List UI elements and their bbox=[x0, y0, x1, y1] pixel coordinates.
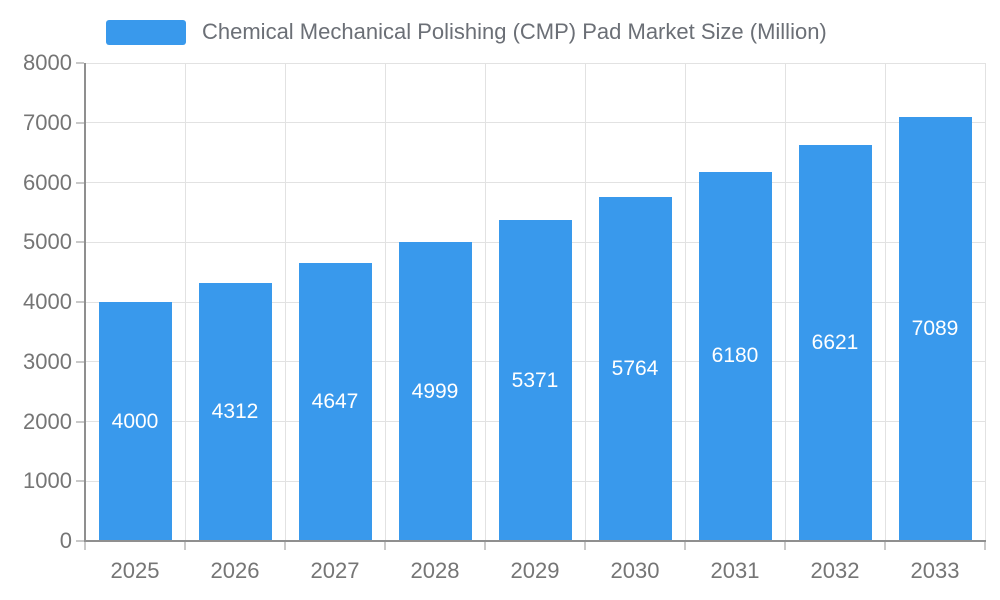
bar-value-label: 5764 bbox=[611, 356, 659, 380]
x-axis-tick bbox=[984, 542, 986, 550]
x-tick-label: 2028 bbox=[410, 558, 460, 583]
y-axis-tick bbox=[76, 181, 84, 184]
legend-swatch-icon bbox=[106, 19, 186, 45]
bar[interactable]: 6621 bbox=[798, 145, 872, 541]
x-axis-tick bbox=[784, 542, 786, 550]
bar-value-label: 4999 bbox=[411, 379, 459, 403]
y-tick-label: 4000 bbox=[23, 289, 72, 314]
x-axis-tick bbox=[884, 542, 886, 550]
x-axis-tick bbox=[384, 542, 386, 550]
bar-value-label: 5371 bbox=[511, 368, 559, 392]
y-axis-tick bbox=[76, 360, 84, 363]
y-tick-label: 7000 bbox=[23, 109, 72, 135]
grid-line-vertical bbox=[684, 63, 686, 541]
x-axis-line bbox=[84, 540, 986, 542]
grid-line-horizontal bbox=[85, 122, 985, 124]
bar-value-label: 4000 bbox=[111, 409, 159, 433]
grid-line-vertical bbox=[384, 63, 386, 541]
grid-line-vertical bbox=[484, 63, 486, 541]
y-axis-tick bbox=[76, 121, 84, 124]
x-tick-label: 2029 bbox=[510, 558, 560, 583]
x-axis-tick bbox=[284, 542, 286, 550]
x-tick-label: 2033 bbox=[910, 558, 960, 583]
grid-line-vertical bbox=[584, 63, 586, 541]
y-tick-label: 0 bbox=[59, 528, 72, 553]
bar[interactable]: 7089 bbox=[898, 117, 972, 541]
y-axis-tick bbox=[76, 62, 84, 64]
bar[interactable]: 5764 bbox=[598, 196, 672, 541]
y-tick-label: 3000 bbox=[23, 348, 72, 374]
bar-value-label: 4647 bbox=[311, 390, 359, 414]
x-axis-tick bbox=[484, 542, 486, 550]
y-tick-label: 5000 bbox=[23, 229, 72, 255]
bar[interactable]: 6180 bbox=[698, 171, 772, 541]
bar-value-label: 6180 bbox=[711, 344, 759, 368]
x-tick-label: 2026 bbox=[210, 558, 260, 583]
bar-value-label: 6621 bbox=[811, 331, 859, 355]
y-axis-tick bbox=[76, 540, 84, 542]
bar[interactable]: 4312 bbox=[198, 283, 272, 541]
bar-value-label: 7089 bbox=[911, 317, 959, 341]
bar[interactable]: 5371 bbox=[498, 220, 572, 541]
y-axis-line bbox=[84, 63, 86, 541]
x-axis-tick bbox=[84, 542, 86, 550]
y-axis-tick bbox=[76, 241, 84, 244]
grid-line-vertical bbox=[984, 63, 986, 541]
legend-item[interactable]: Chemical Mechanical Polishing (CMP) Pad … bbox=[106, 18, 827, 46]
grid-line-vertical bbox=[884, 63, 886, 541]
x-axis-tick bbox=[584, 542, 586, 550]
grid-line-horizontal bbox=[85, 62, 985, 64]
x-axis-tick bbox=[184, 542, 186, 550]
x-tick-label: 2030 bbox=[610, 558, 660, 583]
y-tick-label: 8000 bbox=[23, 50, 72, 75]
grid-line-vertical bbox=[284, 63, 286, 541]
bar-value-label: 4312 bbox=[211, 400, 259, 424]
grid-line-vertical bbox=[784, 63, 786, 541]
y-tick-label: 2000 bbox=[23, 408, 72, 434]
legend-label: Chemical Mechanical Polishing (CMP) Pad … bbox=[202, 19, 827, 44]
x-tick-label: 2032 bbox=[810, 558, 860, 583]
y-tick-label: 6000 bbox=[23, 169, 72, 195]
bar[interactable]: 4000 bbox=[98, 302, 172, 541]
y-axis-tick bbox=[76, 301, 84, 303]
x-axis-tick bbox=[684, 542, 686, 550]
grid-line-vertical bbox=[184, 63, 186, 541]
y-tick-label: 1000 bbox=[23, 468, 72, 494]
plot-area: 4000 4312 4647 4999 5371 5764 6180 6621 7089 bbox=[76, 62, 986, 550]
bar[interactable]: 4647 bbox=[298, 263, 372, 541]
x-tick-label: 2027 bbox=[310, 558, 360, 583]
bar[interactable]: 4999 bbox=[398, 242, 472, 541]
y-axis-tick bbox=[76, 480, 84, 483]
x-tick-label: 2025 bbox=[110, 558, 160, 583]
y-axis-tick bbox=[76, 420, 84, 423]
x-tick-label: 2031 bbox=[710, 558, 760, 583]
